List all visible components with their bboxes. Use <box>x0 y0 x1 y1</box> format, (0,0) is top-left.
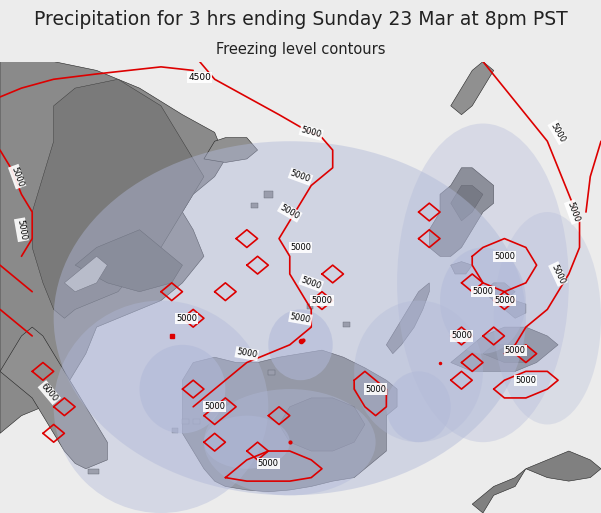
Polygon shape <box>279 398 365 451</box>
Text: Freezing level contours: Freezing level contours <box>216 42 385 57</box>
Text: 6000: 6000 <box>39 382 59 404</box>
Text: 5000: 5000 <box>311 296 332 305</box>
Ellipse shape <box>386 371 451 442</box>
Polygon shape <box>75 230 183 292</box>
Polygon shape <box>64 256 108 292</box>
Polygon shape <box>451 186 483 221</box>
Polygon shape <box>0 327 108 469</box>
Text: 5000: 5000 <box>204 402 225 411</box>
Polygon shape <box>251 203 258 208</box>
Polygon shape <box>386 283 429 353</box>
Text: 5000: 5000 <box>300 125 323 140</box>
Polygon shape <box>307 304 313 309</box>
Text: 5000: 5000 <box>236 347 258 360</box>
Ellipse shape <box>493 212 601 424</box>
Ellipse shape <box>397 124 569 442</box>
Text: 4500: 4500 <box>188 73 211 82</box>
Text: 5000: 5000 <box>494 296 515 305</box>
Polygon shape <box>526 451 601 481</box>
Polygon shape <box>264 191 273 198</box>
Text: 5000: 5000 <box>549 263 567 285</box>
Polygon shape <box>193 419 200 424</box>
Polygon shape <box>268 369 275 375</box>
Text: 5000: 5000 <box>290 243 311 252</box>
Ellipse shape <box>268 309 333 380</box>
Polygon shape <box>429 168 493 256</box>
Text: Precipitation for 3 hrs ending Sunday 23 Mar at 8pm PST: Precipitation for 3 hrs ending Sunday 23… <box>34 10 567 29</box>
Polygon shape <box>343 322 350 327</box>
Text: 5000: 5000 <box>289 169 312 185</box>
Polygon shape <box>451 327 558 371</box>
Polygon shape <box>472 469 526 513</box>
Polygon shape <box>183 419 189 424</box>
Polygon shape <box>204 137 258 163</box>
Text: 5000: 5000 <box>365 385 386 393</box>
Text: 5000: 5000 <box>10 165 25 188</box>
Ellipse shape <box>139 345 225 433</box>
Text: 5000: 5000 <box>494 252 515 261</box>
Ellipse shape <box>204 389 376 495</box>
Ellipse shape <box>354 301 483 442</box>
Ellipse shape <box>204 416 290 469</box>
Polygon shape <box>172 428 178 433</box>
Polygon shape <box>483 283 515 301</box>
Text: 5000: 5000 <box>176 314 197 323</box>
Polygon shape <box>451 62 493 115</box>
Text: 5000: 5000 <box>472 287 493 296</box>
Polygon shape <box>0 62 225 433</box>
Polygon shape <box>504 301 526 318</box>
Text: 5000: 5000 <box>549 121 567 144</box>
Ellipse shape <box>440 247 526 353</box>
Polygon shape <box>183 350 397 492</box>
Text: 5000: 5000 <box>278 203 301 221</box>
Ellipse shape <box>53 141 526 495</box>
Polygon shape <box>451 262 472 274</box>
Polygon shape <box>88 469 99 474</box>
Text: 5000: 5000 <box>451 331 472 341</box>
Ellipse shape <box>53 301 268 513</box>
Text: 5000: 5000 <box>258 459 279 468</box>
Text: 5000: 5000 <box>505 346 526 354</box>
Text: 5000: 5000 <box>300 275 323 291</box>
Text: 5000: 5000 <box>566 201 581 224</box>
Polygon shape <box>32 80 204 318</box>
Text: 5000: 5000 <box>15 219 28 241</box>
Text: 5000: 5000 <box>516 376 536 385</box>
Text: 5000: 5000 <box>289 312 312 325</box>
Polygon shape <box>483 345 537 363</box>
